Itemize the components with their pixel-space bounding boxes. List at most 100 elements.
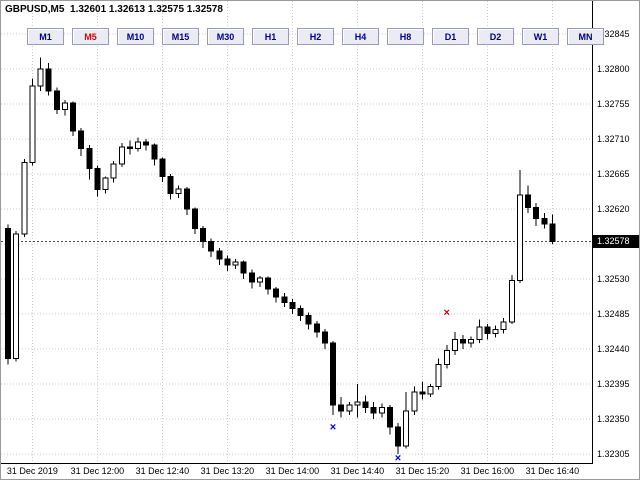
- timeframe-button-m15[interactable]: M15: [162, 28, 199, 45]
- price-axis[interactable]: 1.32578 1.32845 1.32800 1.32755 1.32710 1.32…: [593, 1, 639, 464]
- candle: [354, 384, 361, 418]
- candle: [468, 336, 475, 348]
- symbol-ohlc-readout: GBPUSD,M5 1.32601 1.32613 1.32575 1.3257…: [5, 4, 223, 15]
- timeframe-button-d1[interactable]: D1: [432, 28, 469, 45]
- timeframe-button-mn[interactable]: MN: [567, 28, 604, 45]
- candle: [13, 230, 20, 362]
- price-axis-label: 1.32755: [597, 99, 630, 109]
- candle: [248, 269, 255, 289]
- candle: [395, 422, 401, 454]
- candle: [492, 325, 499, 338]
- candle: [240, 260, 247, 279]
- candle: [330, 341, 336, 416]
- candle: [289, 299, 296, 314]
- time-axis-label: 31 Dec 14:00: [265, 466, 320, 476]
- candle: [94, 165, 101, 197]
- price-axis-label: 1.32440: [597, 344, 630, 354]
- candle: [232, 258, 239, 269]
- timeframe-button-m5[interactable]: M5: [72, 28, 109, 45]
- candle: [191, 207, 198, 234]
- candle: [516, 170, 523, 283]
- price-axis-label: 1.32350: [597, 414, 630, 424]
- candle: [338, 397, 345, 418]
- candle: [29, 78, 36, 166]
- candle: [549, 214, 556, 244]
- candle: [346, 401, 353, 416]
- sell-signal-marker: ×: [330, 421, 336, 433]
- candle: [508, 275, 515, 325]
- candle: [143, 139, 150, 151]
- buy-signal-marker: ×: [444, 307, 450, 319]
- candle: [541, 212, 548, 229]
- chart-plot-area[interactable]: × × ×: [1, 1, 593, 464]
- candle: [118, 142, 125, 167]
- candle: [86, 145, 93, 180]
- candle: [305, 312, 312, 330]
- price-axis-label: 1.32710: [597, 134, 630, 144]
- current-price-badge: 1.32578: [593, 235, 639, 249]
- candle: [70, 101, 76, 136]
- timeframe-button-m1[interactable]: M1: [27, 28, 64, 45]
- candle: [533, 202, 540, 227]
- candle: [159, 157, 166, 182]
- candle: [386, 405, 393, 435]
- candle: [273, 286, 280, 303]
- candle: [45, 62, 52, 96]
- timeframe-button-m10[interactable]: M10: [117, 28, 154, 45]
- time-axis-label: 31 Dec 12:40: [135, 466, 190, 476]
- candle: [419, 381, 426, 400]
- timeframe-button-h8[interactable]: H8: [387, 28, 424, 45]
- candle: [78, 128, 85, 157]
- candle: [378, 403, 385, 418]
- candle: [208, 238, 215, 258]
- candle: [411, 386, 418, 416]
- price-axis-label: 1.32305: [597, 449, 630, 459]
- candle: [313, 321, 320, 338]
- candle: [216, 247, 223, 265]
- candle: [525, 185, 531, 213]
- candle: [451, 331, 458, 356]
- candle: [61, 100, 68, 116]
- timeframe-button-m30[interactable]: M30: [207, 28, 244, 45]
- price-axis-label: 1.32800: [597, 64, 630, 74]
- candle: [460, 335, 466, 349]
- candle: [500, 317, 507, 334]
- time-axis-label: 31 Dec 13:20: [200, 466, 255, 476]
- timeframe-button-h1[interactable]: H1: [252, 28, 289, 45]
- candle: [224, 255, 231, 272]
- timeframe-button-d2[interactable]: D2: [477, 28, 514, 45]
- candle: [183, 187, 190, 216]
- candle: [435, 358, 442, 390]
- candle: [403, 391, 410, 449]
- candle: [265, 276, 271, 295]
- candle: [321, 328, 328, 349]
- time-axis-label: 31 Dec 12:00: [70, 466, 125, 476]
- candle: [110, 160, 117, 183]
- candle: [21, 159, 28, 237]
- candle: [256, 275, 263, 287]
- timeframe-button-w1[interactable]: W1: [522, 28, 559, 45]
- candle: [362, 395, 369, 413]
- timeframe-button-h2[interactable]: H2: [297, 28, 334, 45]
- timeframe-button-h4[interactable]: H4: [342, 28, 379, 45]
- candle: [484, 324, 491, 340]
- candle: [476, 319, 483, 343]
- time-axis[interactable]: 31 Dec 2019 31 Dec 12:00 31 Dec 12:40 31 De…: [1, 464, 639, 479]
- candle: [427, 384, 434, 398]
- candle: [167, 174, 174, 200]
- candle: [37, 57, 44, 91]
- candle: [126, 140, 133, 155]
- price-axis-label: 1.32485: [597, 309, 630, 319]
- time-axis-label: 31 Dec 14:40: [330, 466, 385, 476]
- candle: [102, 176, 109, 194]
- price-axis-label: 1.32845: [597, 29, 630, 39]
- candle: [135, 137, 141, 152]
- time-axis-label: 31 Dec 16:00: [460, 466, 515, 476]
- candle: [53, 87, 60, 115]
- timeframe-toolbar: M1 M5 M10 M15 M30 H1 H2 H4 H8 D1 D2 W1 MN: [27, 28, 604, 45]
- candle: [297, 305, 304, 321]
- price-axis-label: 1.32530: [597, 274, 630, 284]
- sell-signal-marker: ×: [395, 452, 401, 464]
- candle: [175, 185, 182, 199]
- time-axis-label: 31 Dec 2019: [6, 466, 58, 476]
